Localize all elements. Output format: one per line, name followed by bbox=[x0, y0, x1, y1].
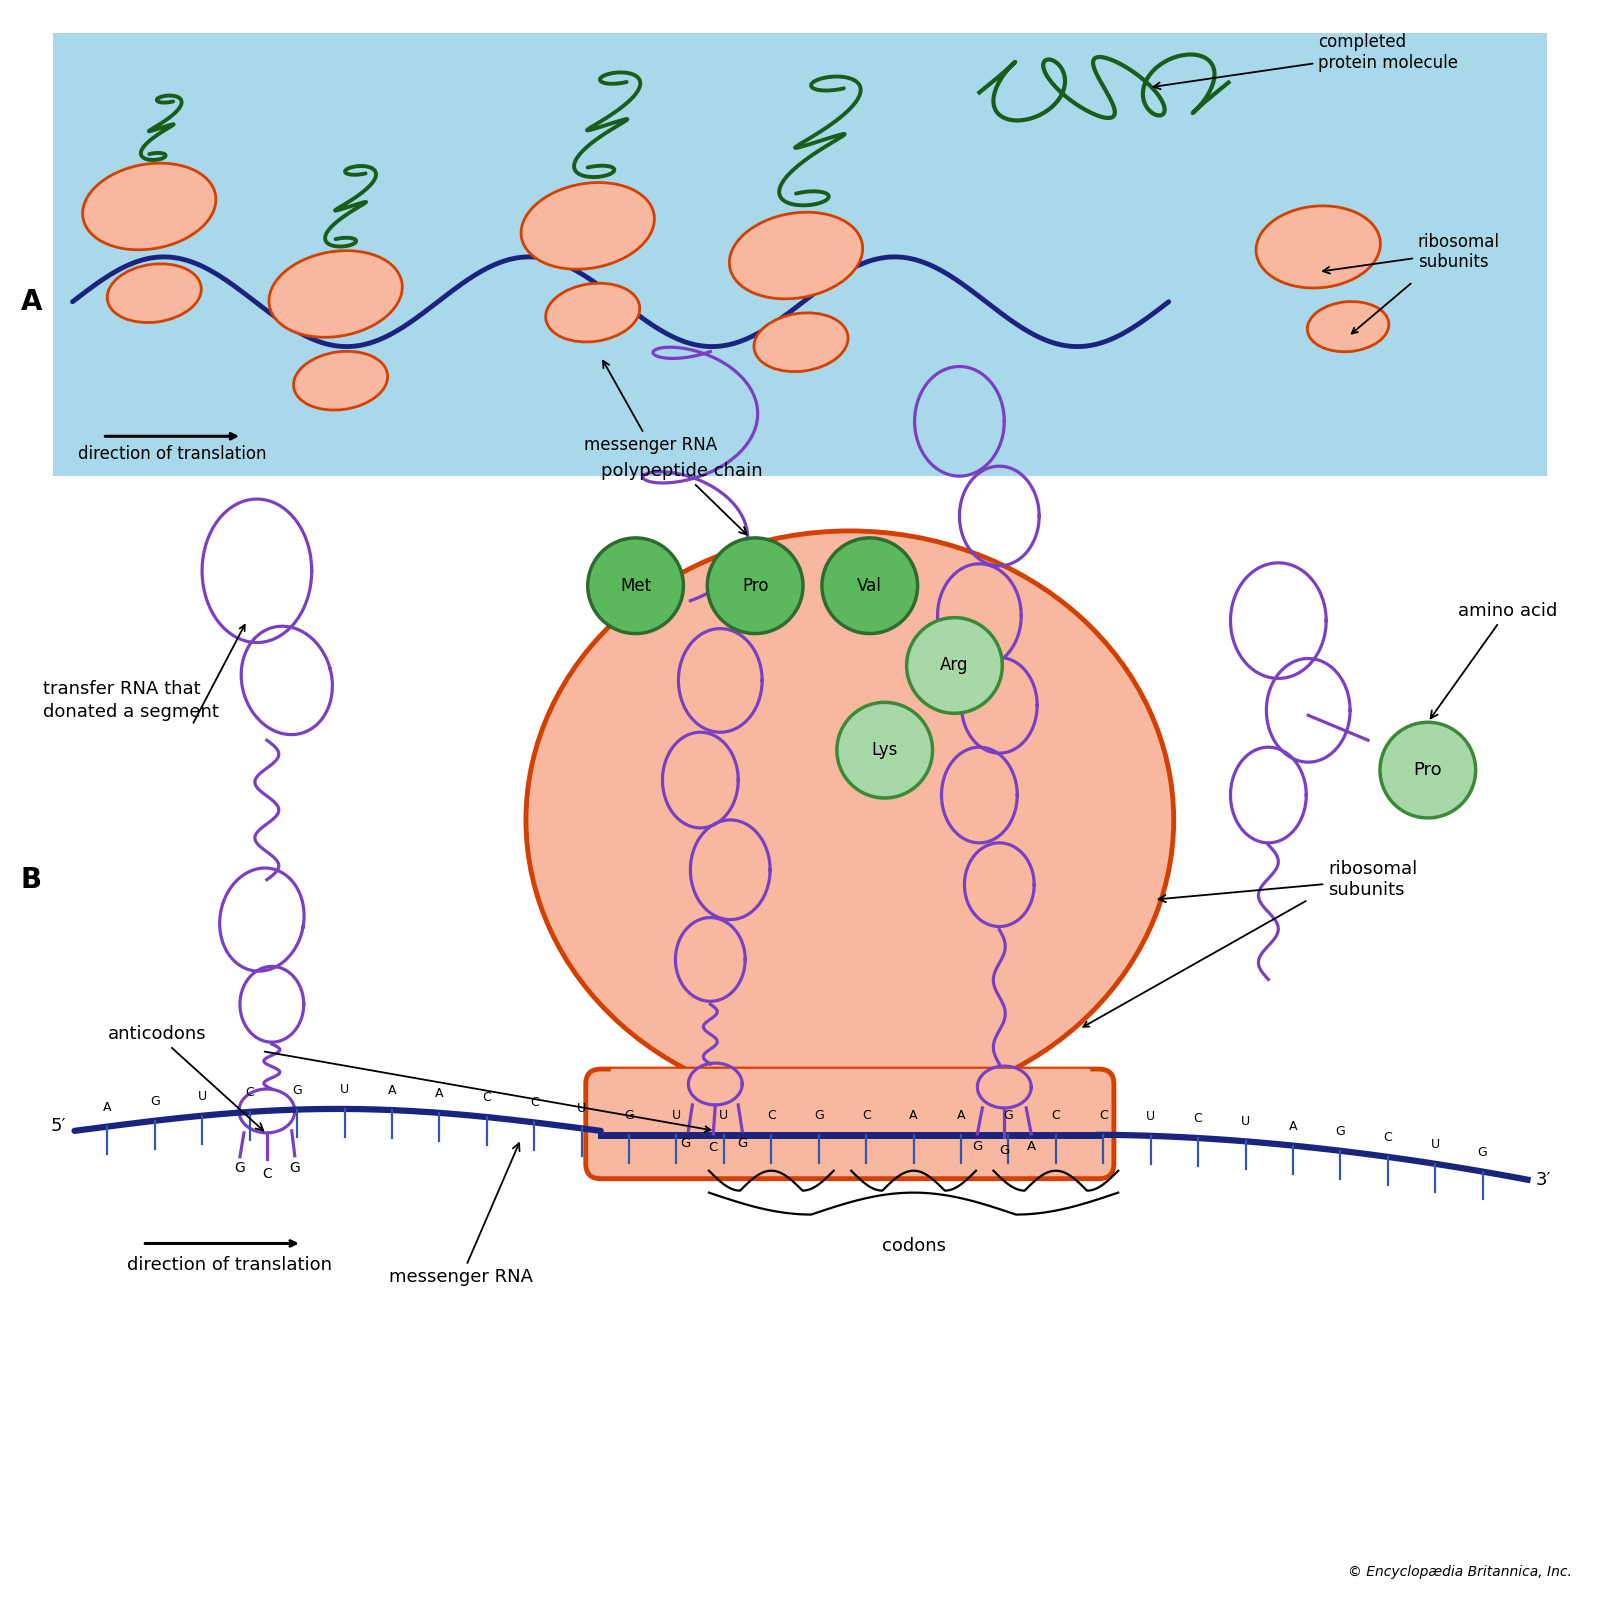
Ellipse shape bbox=[526, 531, 1174, 1109]
Text: G: G bbox=[624, 1109, 634, 1122]
Text: Val: Val bbox=[858, 576, 882, 595]
Text: U: U bbox=[339, 1083, 349, 1096]
Bar bbox=[53, 32, 1547, 477]
Circle shape bbox=[707, 538, 803, 634]
Text: C: C bbox=[483, 1091, 491, 1104]
Text: G: G bbox=[998, 1144, 1010, 1157]
Text: A: A bbox=[387, 1085, 397, 1098]
Ellipse shape bbox=[1256, 206, 1381, 288]
Text: A: A bbox=[21, 288, 42, 315]
Ellipse shape bbox=[269, 251, 402, 338]
Text: Pro: Pro bbox=[1413, 762, 1442, 779]
Text: completed
protein molecule: completed protein molecule bbox=[1154, 34, 1458, 90]
Text: G: G bbox=[150, 1094, 160, 1107]
Text: C: C bbox=[1194, 1112, 1203, 1125]
Text: C: C bbox=[766, 1109, 776, 1122]
Ellipse shape bbox=[293, 352, 387, 410]
Text: polypeptide chain: polypeptide chain bbox=[600, 462, 762, 534]
Text: G: G bbox=[973, 1139, 982, 1154]
Text: Met: Met bbox=[621, 576, 651, 595]
Ellipse shape bbox=[83, 163, 216, 250]
Text: C: C bbox=[245, 1086, 254, 1099]
Text: U: U bbox=[720, 1109, 728, 1122]
Text: G: G bbox=[814, 1109, 824, 1122]
Text: messenger RNA: messenger RNA bbox=[389, 1144, 533, 1286]
Text: B: B bbox=[21, 866, 42, 894]
Circle shape bbox=[1379, 722, 1475, 818]
Text: G: G bbox=[293, 1083, 302, 1096]
Text: messenger RNA: messenger RNA bbox=[584, 360, 717, 454]
Text: 5′: 5′ bbox=[51, 1117, 67, 1134]
Text: U: U bbox=[672, 1109, 682, 1122]
Ellipse shape bbox=[107, 264, 202, 323]
Text: G: G bbox=[738, 1138, 747, 1150]
Circle shape bbox=[907, 618, 1002, 714]
Ellipse shape bbox=[754, 314, 848, 371]
Text: A: A bbox=[435, 1086, 443, 1099]
Text: U: U bbox=[1146, 1110, 1155, 1123]
Text: ribosomal
subunits: ribosomal subunits bbox=[1158, 861, 1418, 902]
Text: 3′: 3′ bbox=[1536, 1171, 1550, 1189]
Text: C: C bbox=[709, 1141, 718, 1154]
Text: Arg: Arg bbox=[941, 656, 968, 675]
Text: G: G bbox=[290, 1160, 301, 1174]
Text: G: G bbox=[680, 1138, 691, 1150]
Text: direction of translation: direction of translation bbox=[77, 445, 266, 462]
Text: transfer RNA that
donated a segment: transfer RNA that donated a segment bbox=[43, 680, 219, 722]
Text: G: G bbox=[1478, 1146, 1488, 1158]
Circle shape bbox=[837, 702, 933, 798]
Circle shape bbox=[587, 538, 683, 634]
Text: U: U bbox=[578, 1102, 586, 1115]
Text: ribosomal
subunits: ribosomal subunits bbox=[1323, 232, 1499, 274]
Text: codons: codons bbox=[882, 1237, 946, 1256]
Text: A: A bbox=[909, 1109, 918, 1122]
Text: C: C bbox=[1051, 1109, 1061, 1122]
Text: A: A bbox=[957, 1109, 965, 1122]
Text: amino acid: amino acid bbox=[1430, 602, 1557, 718]
Text: C: C bbox=[1099, 1109, 1107, 1122]
Text: C: C bbox=[1384, 1131, 1392, 1144]
Text: A: A bbox=[1288, 1120, 1298, 1133]
Circle shape bbox=[822, 538, 917, 634]
Text: © Encyclopædia Britannica, Inc.: © Encyclopædia Britannica, Inc. bbox=[1349, 1565, 1573, 1579]
Text: A: A bbox=[1027, 1139, 1035, 1154]
Text: G: G bbox=[1003, 1109, 1013, 1122]
Text: Lys: Lys bbox=[872, 741, 898, 758]
Text: U: U bbox=[1242, 1115, 1250, 1128]
Ellipse shape bbox=[546, 283, 640, 342]
Text: U: U bbox=[198, 1090, 206, 1102]
FancyBboxPatch shape bbox=[586, 1069, 1114, 1179]
Ellipse shape bbox=[522, 182, 654, 269]
Text: direction of translation: direction of translation bbox=[128, 1256, 333, 1274]
Ellipse shape bbox=[730, 213, 862, 299]
Text: G: G bbox=[1336, 1125, 1346, 1138]
Text: Pro: Pro bbox=[742, 576, 768, 595]
Text: C: C bbox=[862, 1109, 870, 1122]
Text: anticodons: anticodons bbox=[107, 1026, 264, 1131]
Text: C: C bbox=[262, 1166, 272, 1181]
Ellipse shape bbox=[1307, 301, 1389, 352]
Text: C: C bbox=[530, 1096, 539, 1109]
Text: U: U bbox=[1430, 1138, 1440, 1150]
Text: G: G bbox=[235, 1160, 245, 1174]
Text: A: A bbox=[102, 1101, 112, 1114]
